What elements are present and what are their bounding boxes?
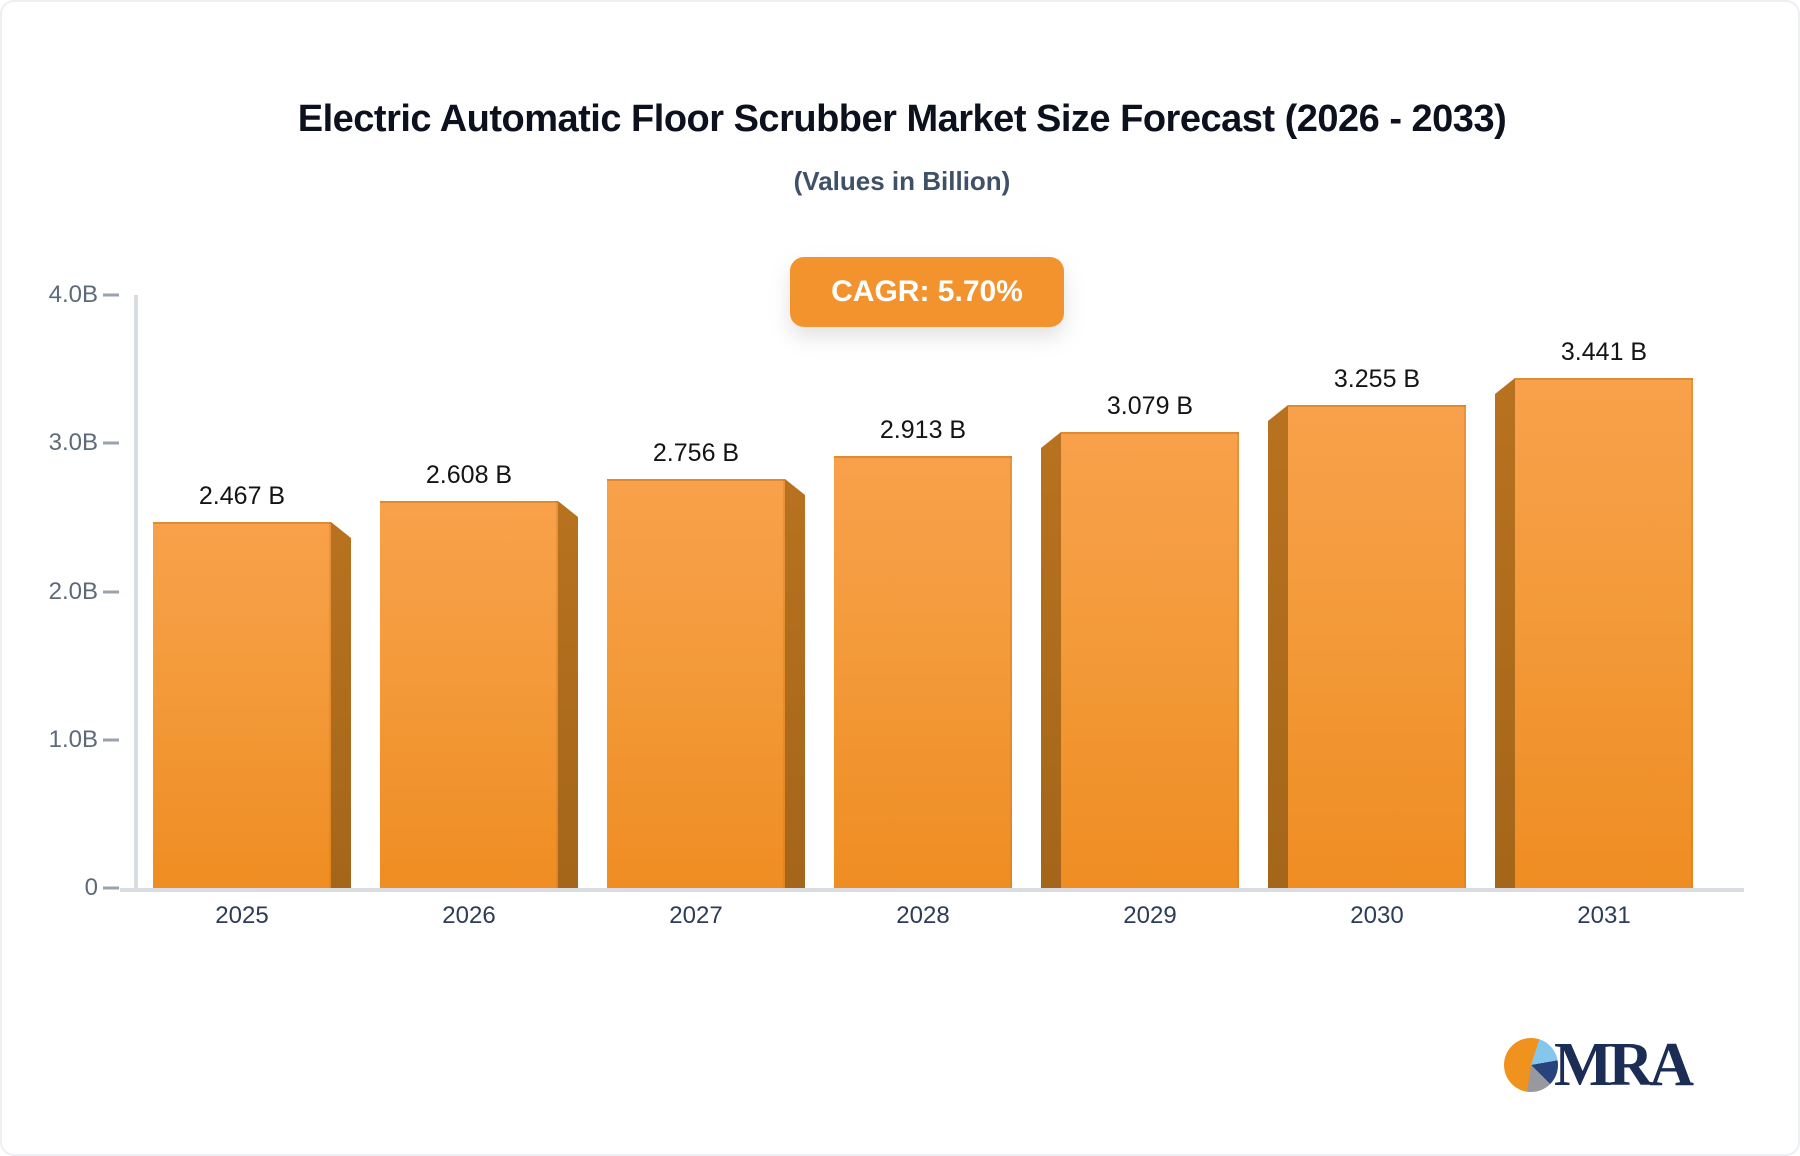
bar-side-face-2030 [1268, 405, 1288, 888]
y-tick-mark [103, 886, 119, 890]
x-tick-label-2026: 2026 [442, 902, 496, 929]
y-tick-label-2.0B: 2.0B [48, 577, 98, 605]
bar-2031 [1515, 378, 1693, 888]
bar-2026 [380, 501, 558, 888]
bar-2025 [153, 522, 331, 888]
y-tick-mark [103, 293, 119, 297]
bar-side-face-2026 [558, 501, 578, 888]
bar-side-face-2027 [785, 479, 805, 888]
cagr-badge: CAGR: 5.70% [790, 257, 1064, 327]
brand-logo-text: MRA [1554, 1031, 1694, 1099]
bar-side-face-2025 [331, 522, 351, 888]
cagr-badge-label: CAGR: 5.70% [831, 275, 1023, 308]
y-tick-mark [103, 738, 119, 742]
bar-value-label-2031: 3.441 B [1560, 338, 1648, 366]
bar-value-label-2027: 2.756 B [652, 439, 740, 467]
y-tick-label-0: 0 [84, 874, 98, 901]
x-tick-label-2031: 2031 [1577, 902, 1631, 929]
y-tick-label-1.0B: 1.0B [48, 725, 98, 753]
bar-value-label-2030: 3.255 B [1333, 365, 1421, 393]
bar-2030 [1288, 405, 1466, 888]
bar-side-face-2029 [1041, 432, 1061, 888]
brand-logo: MRA [1504, 1031, 1694, 1099]
y-tick-mark [103, 590, 119, 593]
bar-side-face-2031 [1495, 378, 1515, 888]
x-axis-baseline [120, 888, 1744, 892]
bar-value-label-2025: 2.467 B [198, 482, 286, 510]
bar-2027 [607, 479, 785, 888]
bar-value-label-2026: 2.608 B [425, 461, 513, 489]
y-tick-label-4.0B: 4.0B [48, 281, 98, 308]
pie-chart-logo-icon [1504, 1038, 1558, 1092]
x-tick-label-2030: 2030 [1350, 902, 1404, 929]
x-tick-label-2029: 2029 [1123, 902, 1177, 929]
x-tick-label-2025: 2025 [215, 902, 269, 929]
chart-subtitle: (Values in Billion) [793, 166, 1011, 196]
bar-value-label-2028: 2.913 B [879, 416, 967, 444]
bar-2028 [834, 456, 1012, 888]
chart-title: Electric Automatic Floor Scrubber Market… [297, 98, 1507, 140]
y-axis-line [134, 295, 138, 888]
x-tick-label-2027: 2027 [669, 902, 723, 929]
y-tick-label-3.0B: 3.0B [48, 429, 98, 457]
x-tick-label-2028: 2028 [896, 902, 950, 929]
y-tick-mark [103, 441, 119, 445]
bar-value-label-2029: 3.079 B [1106, 392, 1194, 420]
bar-2029 [1061, 432, 1239, 888]
